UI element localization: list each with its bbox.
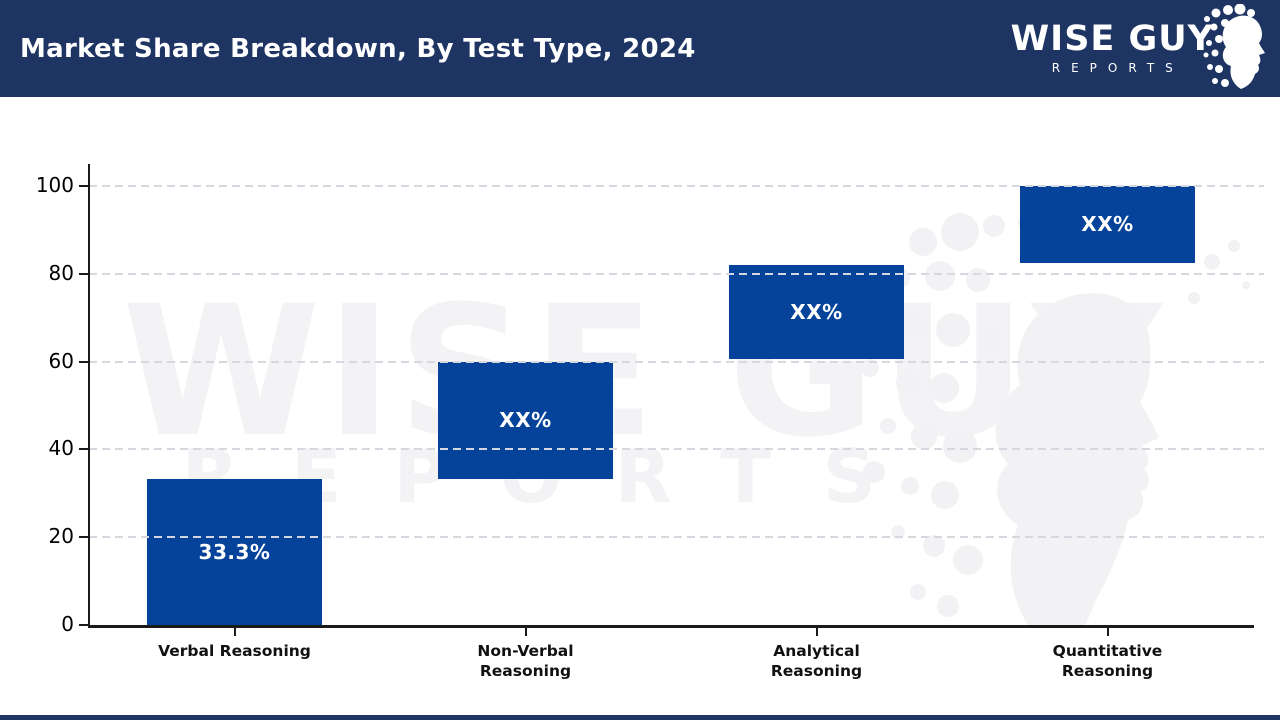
bar-analytical-reasoning: XX% [729, 265, 904, 360]
logo-wordmark: WISE GUY [1010, 19, 1214, 59]
y-axis-tick-label: 40 [48, 436, 74, 461]
x-axis-category-label: Quantitative Reasoning [1052, 642, 1163, 681]
y-axis-tick [79, 448, 89, 451]
y-axis-tick [79, 624, 89, 626]
x-axis-category-label: Non-Verbal Reasoning [477, 642, 574, 681]
logo-subtext: REPORTS [1051, 61, 1184, 75]
y-axis-tick-label: 80 [48, 260, 74, 285]
y-axis-tick-label: 20 [48, 524, 74, 549]
bar-verbal-reasoning: 33.3% [147, 478, 322, 625]
bar-value-label: 33.3% [198, 539, 271, 564]
y-axis-tick-label: 0 [61, 612, 74, 636]
gridline [89, 360, 1264, 363]
bar-value-label: XX% [1081, 212, 1134, 237]
bar-value-label: XX% [790, 300, 843, 325]
x-axis-category-label: Analytical Reasoning [770, 642, 863, 681]
x-axis-tick [815, 627, 818, 636]
y-axis-tick [79, 185, 89, 187]
x-axis-spine [88, 625, 1254, 628]
x-axis-tick [524, 627, 527, 636]
gridline [89, 185, 1264, 187]
y-axis-tick [79, 360, 89, 363]
head-profile-icon [1202, 3, 1265, 89]
bar-value-label: XX% [499, 408, 552, 433]
x-axis-category-label: Verbal Reasoning [158, 642, 311, 660]
y-axis-tick-label: 60 [48, 348, 74, 373]
gridline [89, 536, 1264, 539]
x-axis-tick [233, 627, 236, 636]
header-bar: Market Share Breakdown, By Test Type, 20… [0, 0, 1280, 97]
y-axis-tick [79, 536, 89, 539]
gridline [89, 448, 1264, 451]
bar-non-verbal-reasoning: XX% [438, 361, 613, 479]
y-axis-spine [88, 164, 90, 627]
gridline [89, 272, 1264, 275]
y-axis-tick-label: 100 [35, 173, 74, 197]
wiseguy-logo: WISE GUY REPORTS [1010, 3, 1266, 92]
page-title: Market Share Breakdown, By Test Type, 20… [20, 33, 696, 64]
footer-strip [0, 715, 1280, 720]
bar-quantitative-reasoning: XX% [1020, 186, 1195, 263]
y-axis-tick [79, 272, 89, 275]
logo-text: WISE GUY REPORTS [1010, 19, 1214, 76]
x-axis-tick [1106, 627, 1109, 636]
